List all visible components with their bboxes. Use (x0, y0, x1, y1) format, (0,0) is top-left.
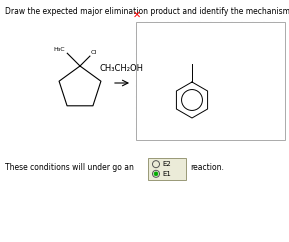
Text: H₃C: H₃C (54, 47, 65, 52)
Text: Cl: Cl (91, 50, 97, 55)
Text: These conditions will under go an: These conditions will under go an (5, 164, 134, 173)
Text: Draw the expected major elimination product and identify the mechanism.: Draw the expected major elimination prod… (5, 7, 289, 16)
Text: E2: E2 (162, 161, 171, 167)
Text: E1: E1 (162, 171, 171, 177)
Text: CH₃CH₂OH: CH₃CH₂OH (100, 64, 144, 73)
Bar (136, 22, 285, 140)
Text: ✕: ✕ (133, 10, 141, 20)
Bar (148, 158, 186, 180)
Text: reaction.: reaction. (190, 164, 224, 173)
Circle shape (154, 172, 158, 176)
